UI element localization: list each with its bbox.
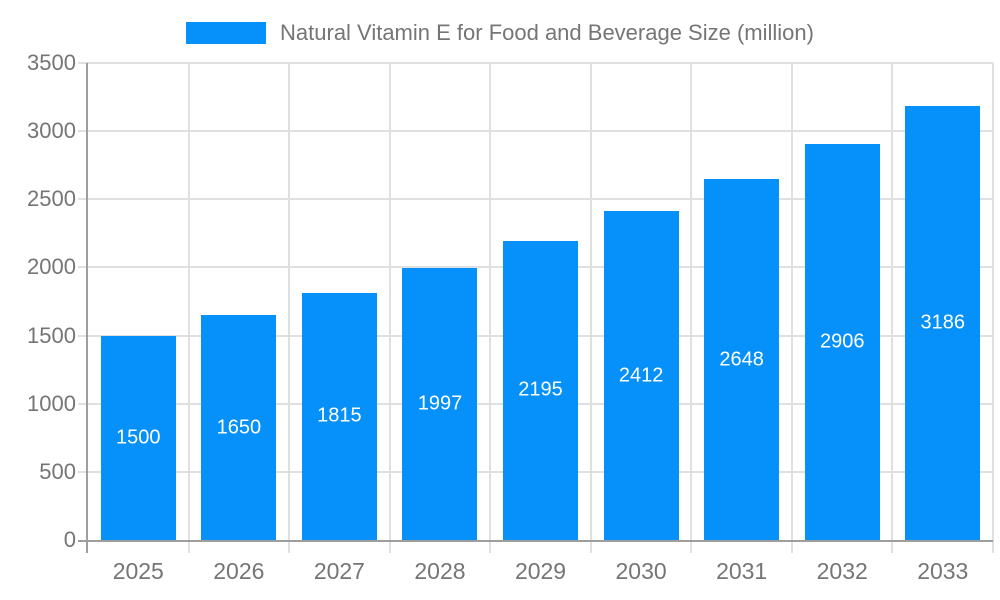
x-tick-label-2029: 2029 [514, 558, 567, 584]
bar-value-label: 2412 [618, 364, 664, 387]
bar-band-2032: 2906 [792, 63, 893, 540]
bar-2029[interactable]: 2195 [503, 240, 579, 540]
x-tick-label-2026: 2026 [213, 558, 265, 584]
gridline-x-9 [992, 63, 994, 553]
y-tick-label-500: 500 [39, 458, 76, 484]
y-axis-line [86, 63, 88, 553]
gridline-x-1 [187, 63, 190, 553]
legend-swatch [186, 22, 267, 44]
bar-2030[interactable]: 2412 [603, 211, 679, 540]
bar-2028[interactable]: 1997 [402, 267, 478, 540]
gridline-y-3500 [78, 62, 993, 64]
bar-2026[interactable]: 1650 [201, 315, 277, 540]
bar-band-2028: 1997 [390, 63, 491, 540]
bar-value-label: 1997 [417, 392, 463, 415]
plot-area: 1500 1650 1815 1997 2195 2412 2648 2906 3186 0 50… [27, 50, 994, 584]
bar-2027[interactable]: 1815 [301, 292, 377, 540]
bar-band-2029: 2195 [490, 63, 591, 540]
y-tick-label-3000: 3000 [27, 118, 76, 144]
bar-2025[interactable]: 1500 [100, 335, 176, 540]
y-tick-label-3500: 3500 [27, 50, 76, 75]
bar-value-label: 2195 [518, 378, 563, 401]
bar-value-label: 1650 [216, 416, 262, 439]
x-axis-line [78, 540, 993, 542]
x-tick-label-2031: 2031 [716, 558, 768, 584]
y-tick-label-1000: 1000 [27, 390, 76, 416]
gridline-x-7 [790, 63, 793, 553]
y-tick-label-2500: 2500 [27, 186, 76, 212]
gridline-y-3000 [78, 130, 993, 133]
legend-label: Natural Vitamin E for Food and Beverage … [280, 20, 814, 45]
bars-container: 1500 1650 1815 1997 2195 2412 2648 2906 3186 [88, 63, 993, 540]
x-tick-label-2025: 2025 [112, 558, 164, 584]
x-tick-label-2032: 2032 [816, 558, 868, 584]
x-tick-label-2033: 2033 [917, 558, 969, 584]
gridline-x-8 [891, 63, 894, 553]
bar-band-2030: 2412 [591, 63, 692, 540]
bar-value-label: 2906 [819, 330, 865, 353]
bar-value-label: 1815 [317, 404, 362, 427]
gridline-x-3 [388, 63, 391, 553]
x-tick-label-2027: 2027 [313, 558, 365, 584]
legend[interactable]: Natural Vitamin E for Food and Beverage … [0, 20, 1000, 46]
gridline-x-6 [690, 63, 693, 553]
bar-band-2031: 2648 [691, 63, 792, 540]
gridline-y-2500 [78, 198, 993, 201]
bar-value-label: 1500 [116, 426, 161, 449]
gridline-x-4 [489, 63, 492, 553]
bar-band-2026: 1650 [189, 63, 290, 540]
bar-band-2033: 3186 [893, 63, 994, 540]
x-tick-label-2028: 2028 [414, 558, 466, 584]
bar-2033[interactable]: 3186 [905, 105, 981, 540]
x-tick-label-2030: 2030 [615, 558, 667, 584]
gridline-x-5 [589, 63, 592, 553]
y-tick-label-1500: 1500 [27, 322, 76, 348]
gridline-x-2 [288, 63, 291, 553]
bar-band-2027: 1815 [289, 63, 390, 540]
bar-band-2025: 1500 [88, 63, 189, 540]
x-axis-tick-labels: 2025 2026 2027 2028 2029 2030 2031 2032 2033 [88, 558, 993, 585]
y-axis-tick-labels: 0 500 1000 1500 2000 2500 3000 3500 [0, 50, 76, 552]
bar-value-label: 2648 [719, 348, 764, 371]
bar-2032[interactable]: 2906 [804, 143, 880, 540]
y-tick-label-2000: 2000 [27, 254, 76, 280]
y-tick-label-0: 0 [63, 527, 76, 552]
bar-2031[interactable]: 2648 [704, 179, 780, 540]
bar-value-label: 3186 [920, 311, 966, 334]
